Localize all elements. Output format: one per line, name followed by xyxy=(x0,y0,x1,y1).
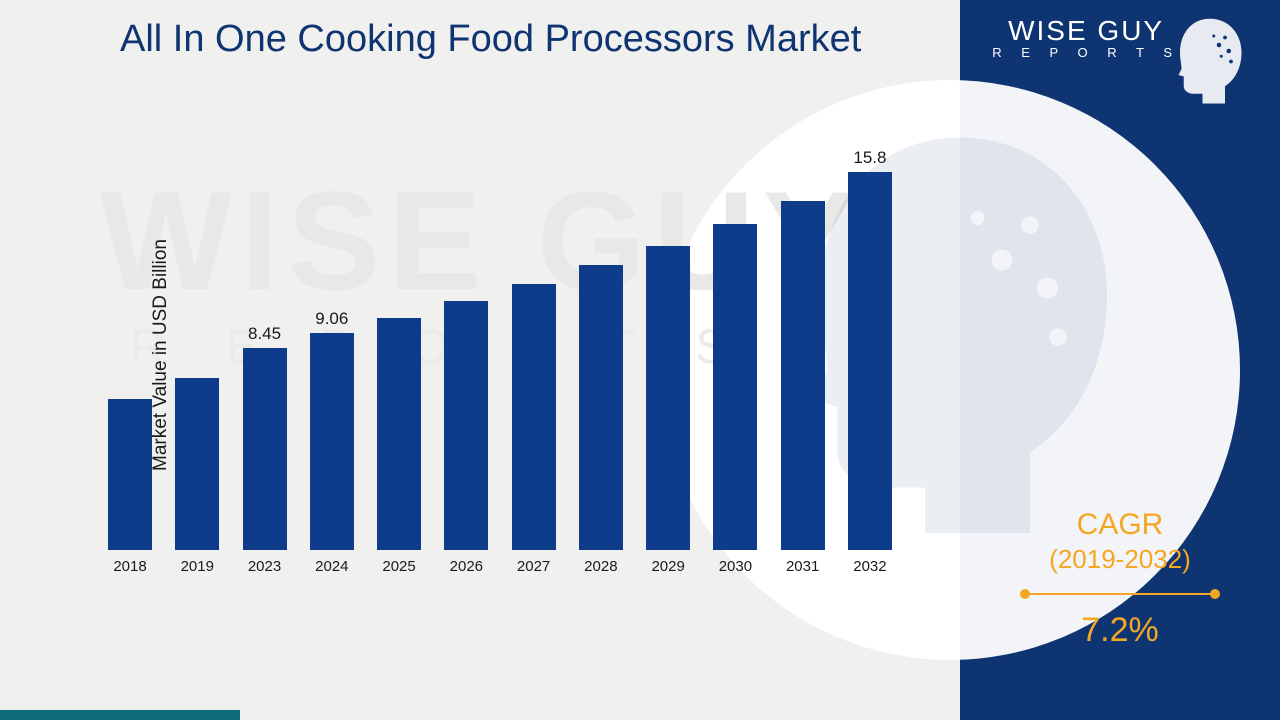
bottom-accent-bar xyxy=(0,710,240,720)
bar xyxy=(310,333,354,550)
bar xyxy=(512,284,556,550)
bar xyxy=(444,301,488,550)
bar-group: 15.82032 xyxy=(840,172,900,550)
bar-group: 2019 xyxy=(167,378,227,550)
bar xyxy=(243,348,287,550)
cagr-period: (2019-2032) xyxy=(1015,544,1225,575)
x-tick-label: 2018 xyxy=(100,558,160,575)
bar xyxy=(646,246,690,550)
bar-group: 2026 xyxy=(436,301,496,550)
logo-block: WISE GUY R E P O R T S xyxy=(992,15,1250,60)
x-tick-label: 2028 xyxy=(571,558,631,575)
bar-group: 2018 xyxy=(100,399,160,550)
x-tick-label: 2031 xyxy=(773,558,833,575)
bar xyxy=(713,224,757,550)
bar xyxy=(108,399,152,550)
bar-group: 2028 xyxy=(571,265,631,550)
bar-group: 8.452023 xyxy=(235,348,295,550)
bar-value-label: 9.06 xyxy=(302,309,362,329)
logo-subtext: R E P O R T S xyxy=(992,45,1180,60)
chart-title: All In One Cooking Food Processors Marke… xyxy=(120,18,861,62)
x-tick-label: 2032 xyxy=(840,558,900,575)
x-tick-label: 2030 xyxy=(705,558,765,575)
x-tick-label: 2023 xyxy=(235,558,295,575)
bar xyxy=(781,201,825,551)
bar-group: 9.062024 xyxy=(302,333,362,550)
bar-value-label: 8.45 xyxy=(235,324,295,344)
x-tick-label: 2019 xyxy=(167,558,227,575)
bar-group: 2031 xyxy=(773,201,833,551)
logo-text: WISE GUY xyxy=(992,15,1180,47)
x-tick-label: 2025 xyxy=(369,558,429,575)
bar-value-label: 15.8 xyxy=(840,148,900,168)
cagr-panel: CAGR (2019-2032) 7.2% xyxy=(1015,508,1225,650)
cagr-title: CAGR xyxy=(1015,508,1225,542)
bar xyxy=(175,378,219,550)
cagr-divider-line xyxy=(1025,593,1215,595)
bars-container: 201820198.4520239.0620242025202620272028… xyxy=(95,150,905,550)
bar-group: 2025 xyxy=(369,318,429,550)
x-tick-label: 2024 xyxy=(302,558,362,575)
bar-group: 2030 xyxy=(705,224,765,550)
cagr-value: 7.2% xyxy=(1015,611,1225,650)
bar-group: 2027 xyxy=(504,284,564,550)
bar xyxy=(848,172,892,550)
bar-group: 2029 xyxy=(638,246,698,550)
x-tick-label: 2026 xyxy=(436,558,496,575)
x-tick-label: 2027 xyxy=(504,558,564,575)
bar xyxy=(579,265,623,550)
bar-chart: Market Value in USD Billion 201820198.45… xyxy=(95,135,905,575)
bar xyxy=(377,318,421,550)
x-tick-label: 2029 xyxy=(638,558,698,575)
